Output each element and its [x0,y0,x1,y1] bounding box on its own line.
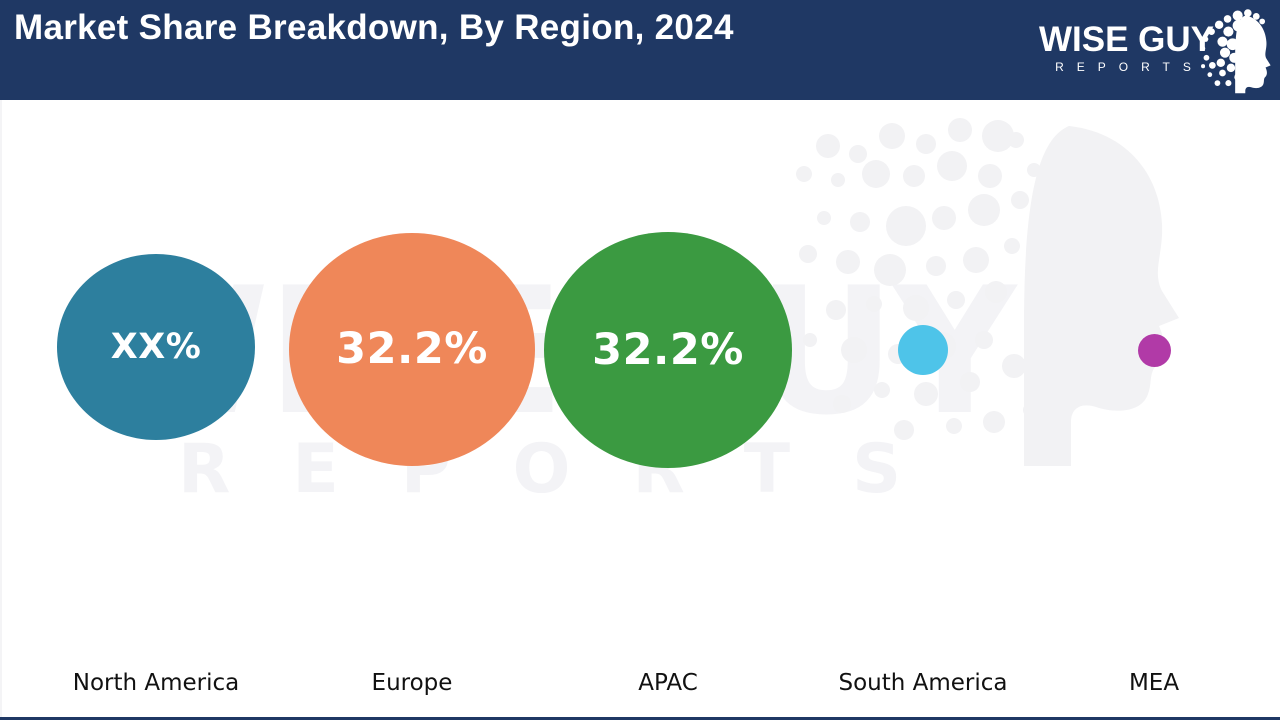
page-title: Market Share Breakdown, By Region, 2024 [14,8,734,47]
category-label-europe: Europe [371,670,453,696]
footer-accent-bar [0,717,1280,720]
watermark-reports-text: REPORTS [178,430,964,509]
category-label-south-america: South America [838,670,1008,696]
bubble-value-label: 32.2% [336,324,488,374]
bubble-europe: 32.2% [289,232,535,466]
brand-logo: WISE GUY REPORTS [1039,4,1274,98]
brand-name: WISE GUY [1038,20,1214,59]
bubble-mea [1137,333,1171,367]
bubble-value-label: 32.2% [592,325,744,375]
bubble-value-label: XX% [110,327,202,367]
bubble-south-america [898,325,948,375]
category-label-apac: APAC [638,670,698,696]
brand-logo-text: WISE GUY REPORTS [1038,20,1214,75]
brand-head-icon [1200,9,1271,94]
chart-canvas: WISE GUY REPORTS [0,100,1280,717]
category-label-mea: MEA [1128,670,1180,696]
brand-subtitle: REPORTS [1055,60,1204,74]
bubble-north-america: XX% [57,254,255,440]
header-band: Market Share Breakdown, By Region, 2024 … [0,0,1280,100]
category-label-north-america: North America [72,670,240,696]
watermark-head-graphic [796,118,1179,466]
bubble-apac: 32.2% [544,232,792,468]
